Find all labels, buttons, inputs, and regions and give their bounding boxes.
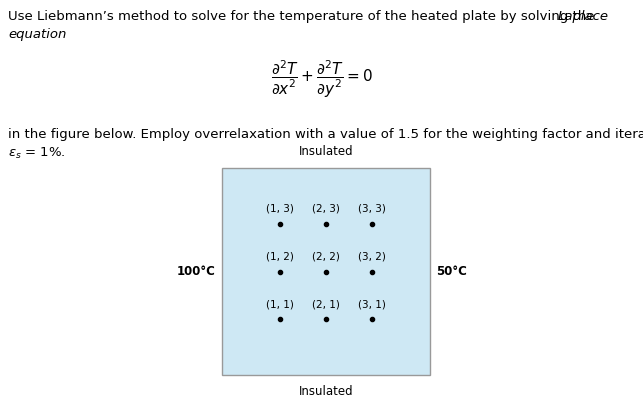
Text: 100°C: 100°C <box>177 265 215 278</box>
Text: 50°C: 50°C <box>437 265 467 278</box>
Text: (2, 3): (2, 3) <box>312 204 340 214</box>
Text: equation: equation <box>8 28 66 41</box>
Text: in the figure below. Employ overrelaxation with a value of 1.5 for the weighting: in the figure below. Employ overrelaxati… <box>8 128 643 141</box>
Text: $\varepsilon_s$ = 1%.: $\varepsilon_s$ = 1%. <box>8 146 66 161</box>
Bar <box>222 168 430 375</box>
Text: Laplace: Laplace <box>558 10 609 23</box>
Text: (2, 2): (2, 2) <box>312 251 340 262</box>
Text: (1, 1): (1, 1) <box>266 299 294 309</box>
Text: (3, 2): (3, 2) <box>358 251 386 262</box>
Text: (3, 3): (3, 3) <box>358 204 386 214</box>
Text: Use Liebmann’s method to solve for the temperature of the heated plate by solvin: Use Liebmann’s method to solve for the t… <box>8 10 599 23</box>
Text: (3, 1): (3, 1) <box>358 299 386 309</box>
Text: (2, 1): (2, 1) <box>312 299 340 309</box>
Text: (1, 3): (1, 3) <box>266 204 294 214</box>
Text: $\dfrac{\partial^2 T}{\partial x^2} + \dfrac{\partial^2 T}{\partial y^2} = 0$: $\dfrac{\partial^2 T}{\partial x^2} + \d… <box>271 59 372 100</box>
Text: Insulated: Insulated <box>299 145 353 158</box>
Text: (1, 2): (1, 2) <box>266 251 294 262</box>
Text: Insulated: Insulated <box>299 385 353 396</box>
